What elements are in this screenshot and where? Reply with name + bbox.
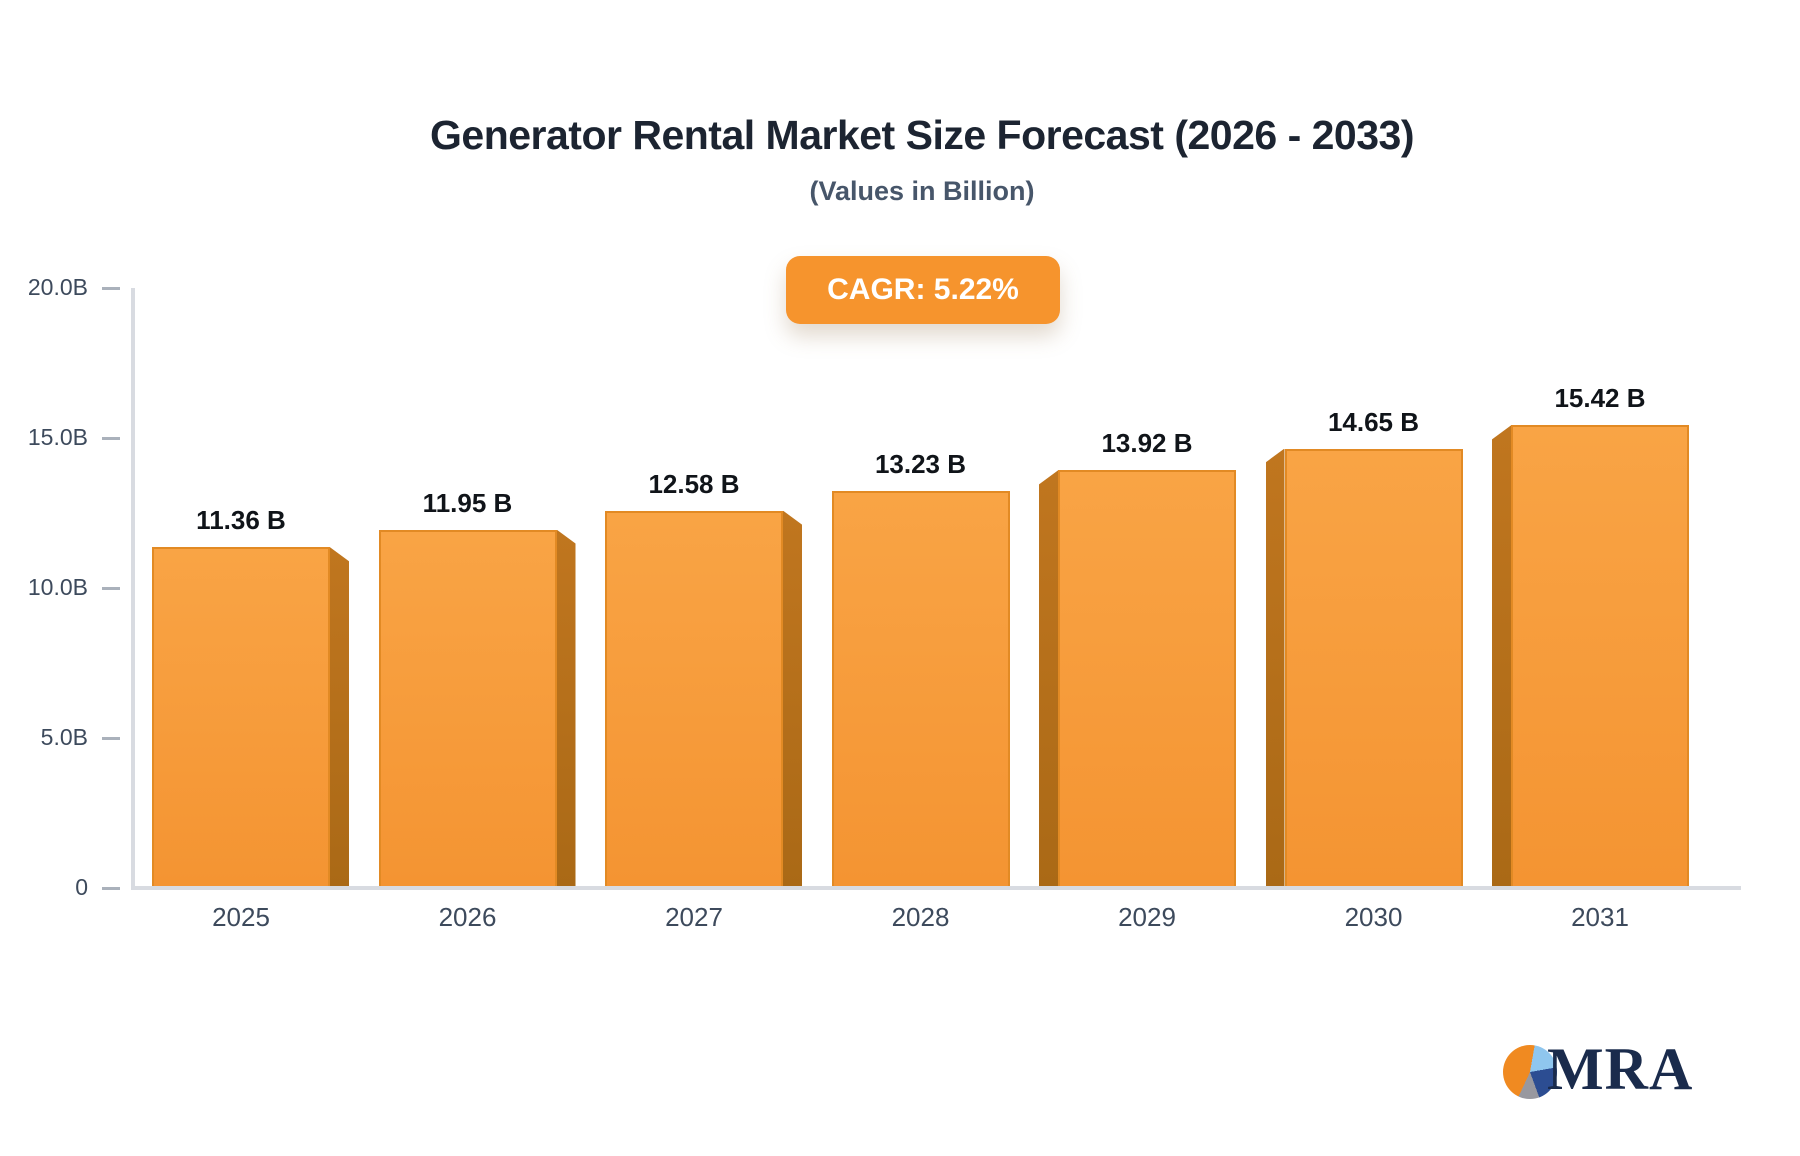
- x-tick-label: 2029: [1118, 902, 1176, 932]
- page-title: Generator Rental Market Size Forecast (2…: [430, 112, 1415, 158]
- brand-pie-icon: [1503, 1044, 1557, 1099]
- y-tick-label: 10.0B: [27, 574, 88, 600]
- bar-value-label: 11.95 B: [422, 487, 513, 518]
- bar-side-face: [1492, 425, 1511, 888]
- y-tick: [102, 586, 120, 590]
- bar-value-label: 11.36 B: [196, 505, 286, 536]
- y-tick-label: 15.0B: [27, 424, 88, 450]
- y-tick: [102, 436, 120, 440]
- x-tick-label: 2025: [212, 902, 270, 932]
- x-tick-label: 2030: [1344, 902, 1403, 932]
- bar-side-face: [330, 547, 349, 888]
- bar-value-label: 13.92 B: [1101, 428, 1193, 459]
- bar: [1058, 470, 1236, 888]
- bar: [831, 491, 1010, 888]
- bar-side-face: [556, 529, 576, 888]
- x-axis-line: [131, 886, 1741, 890]
- x-tick-label: 2027: [665, 902, 723, 932]
- bar: [1284, 448, 1463, 888]
- bar: [152, 547, 330, 888]
- y-tick-label: 5.0B: [40, 724, 88, 750]
- bar-side-face: [1039, 470, 1058, 888]
- bar-side-face: [783, 510, 802, 888]
- y-axis-line: [131, 288, 135, 888]
- bar-side-face: [1265, 448, 1285, 888]
- bar-value-label: 13.23 B: [874, 449, 967, 480]
- x-tick-label: 2028: [891, 902, 950, 932]
- y-tick-label: 0: [75, 874, 88, 900]
- bar-value-label: 14.65 B: [1327, 406, 1420, 437]
- bar: [605, 510, 783, 888]
- brand-text: MRA: [1547, 1036, 1694, 1102]
- x-tick-label: 2031: [1571, 902, 1629, 932]
- bar: [1511, 425, 1689, 888]
- y-tick: [102, 886, 120, 890]
- brand-logo: MRA: [1503, 1025, 1693, 1104]
- cagr-badge: CAGR: 5.22%: [786, 256, 1060, 324]
- y-tick-label: 20.0B: [27, 274, 88, 300]
- x-tick-label: 2026: [438, 902, 497, 932]
- bar-value-label: 12.58 B: [648, 468, 740, 499]
- y-tick: [102, 736, 120, 740]
- y-tick: [102, 286, 120, 290]
- bar-value-label: 15.42 B: [1554, 383, 1646, 414]
- page-subtitle: (Values in Billion): [809, 176, 1035, 206]
- bar: [378, 529, 557, 888]
- cagr-badge-label: CAGR: 5.22%: [827, 273, 1019, 306]
